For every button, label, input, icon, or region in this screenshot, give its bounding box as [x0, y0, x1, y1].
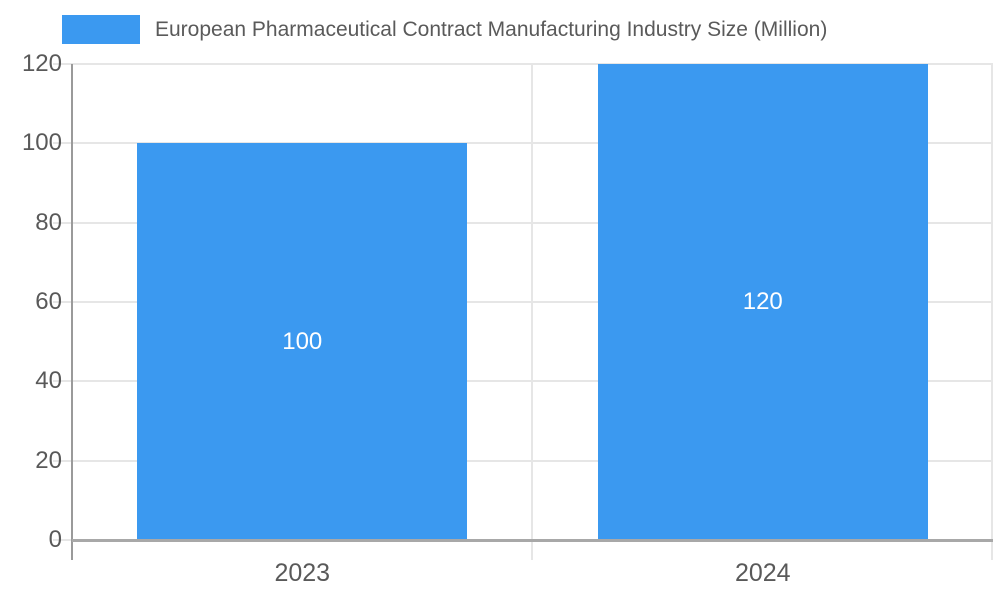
x-tick-label: 2023: [274, 559, 331, 587]
category-boundary-line: [991, 64, 993, 560]
x-axis: 2023 2024: [72, 540, 993, 600]
bar-value-label: 100: [282, 327, 323, 355]
y-tick-label: 0: [48, 526, 62, 553]
legend[interactable]: European Pharmaceutical Contract Manufac…: [62, 15, 827, 44]
y-gridline: [53, 380, 993, 383]
y-tick-label: 80: [35, 208, 62, 236]
x-tick-label: 2024: [734, 559, 791, 587]
x-axis-line: [72, 539, 993, 542]
y-tick-label: 100: [21, 129, 62, 157]
bar-2024[interactable]: 120: [597, 64, 928, 540]
y-gridline: [53, 221, 993, 224]
plot-area: 100 120: [53, 63, 993, 560]
y-gridline: [53, 459, 993, 462]
legend-swatch-icon: [62, 15, 140, 44]
y-axis: 0 20 40 60 80 100 120: [0, 52, 62, 552]
y-gridline: [53, 63, 993, 65]
y-axis-line: [71, 64, 73, 560]
bar-value-label: 120: [742, 288, 783, 315]
y-tick-label: 60: [35, 288, 62, 315]
y-tick-label: 40: [35, 367, 62, 395]
legend-label: European Pharmaceutical Contract Manufac…: [155, 17, 828, 41]
category-boundary-line: [530, 64, 533, 560]
bar-2023[interactable]: 100: [137, 143, 468, 540]
y-tick-label: 20: [35, 446, 62, 474]
y-gridline: [53, 142, 993, 145]
y-tick-label: 120: [21, 50, 62, 77]
y-gridline: [53, 301, 993, 303]
